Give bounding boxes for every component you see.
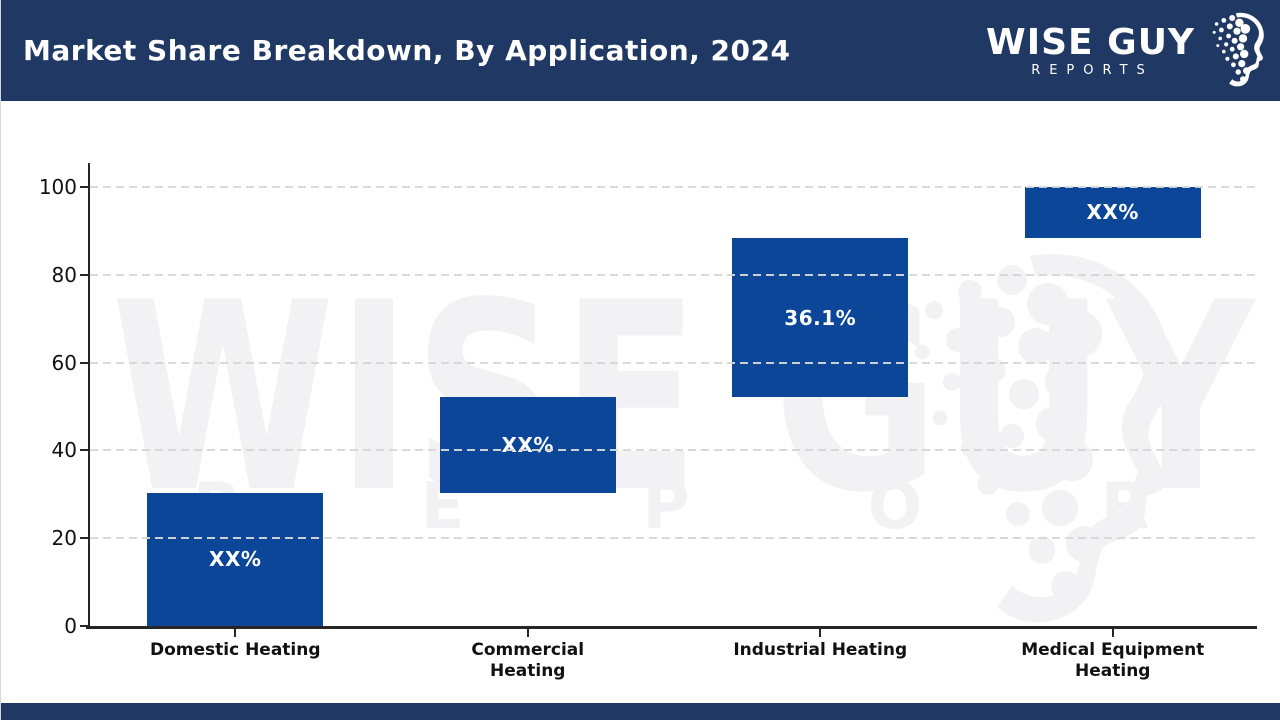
bar-industrial-heating: 36.1% xyxy=(732,238,909,397)
x-tick-mark-2 xyxy=(526,629,529,637)
bar-value-label: XX% xyxy=(209,547,262,572)
bar-medical-equipment-heating: XX% xyxy=(1024,186,1201,239)
y-tick-label-100: 100 xyxy=(38,175,77,199)
chart-area: WISE GUY R E P O R T S 020406080100XX%Do… xyxy=(1,101,1280,703)
y-tick-mark-40 xyxy=(80,449,88,452)
gridline-20 xyxy=(90,537,1256,540)
logo-text: WISE GUY REPORTS xyxy=(985,21,1195,78)
gridline-40 xyxy=(90,449,1256,452)
y-tick-mark-20 xyxy=(80,537,88,540)
bar-commercial-heating: XX% xyxy=(439,396,616,493)
bar-domestic-heating: XX% xyxy=(147,492,324,626)
x-category-label-2: Commercial Heating xyxy=(471,640,585,681)
y-tick-label-40: 40 xyxy=(51,438,77,463)
gridline-100 xyxy=(90,186,1256,188)
x-tick-mark-4 xyxy=(1111,629,1114,637)
y-tick-label-60: 60 xyxy=(51,350,77,375)
dotted-head-icon xyxy=(1201,12,1267,90)
x-category-label-3: Industrial Heating xyxy=(733,640,908,660)
x-tick-mark-1 xyxy=(234,629,237,637)
header-banner: Market Share Breakdown, By Application, … xyxy=(1,0,1280,101)
gridline-60 xyxy=(90,361,1256,364)
y-tick-mark-100 xyxy=(80,186,88,188)
chart-title: Market Share Breakdown, By Application, … xyxy=(23,34,791,67)
bar-value-label: XX% xyxy=(1086,200,1139,225)
y-tick-label-20: 20 xyxy=(51,526,77,551)
x-category-label-1: Domestic Heating xyxy=(149,640,321,660)
y-tick-label-0: 0 xyxy=(64,614,77,638)
y-tick-label-80: 80 xyxy=(51,262,77,287)
gridline-80 xyxy=(90,273,1256,276)
x-category-label-4: Medical Equipment Heating xyxy=(1021,640,1205,681)
bar-value-label: 36.1% xyxy=(784,305,857,330)
bar-value-label: XX% xyxy=(501,432,554,457)
logo-subtitle: REPORTS xyxy=(1031,62,1154,78)
y-tick-mark-60 xyxy=(80,361,88,364)
y-tick-mark-0 xyxy=(80,625,88,627)
wise-guy-reports-logo: WISE GUY REPORTS xyxy=(986,12,1267,90)
footer-banner xyxy=(1,703,1280,720)
y-axis-line xyxy=(88,163,90,629)
x-axis-line xyxy=(86,626,1257,629)
logo-wordmark: WISE GUY xyxy=(985,21,1195,63)
x-tick-mark-3 xyxy=(819,629,822,637)
y-tick-mark-80 xyxy=(80,273,88,276)
